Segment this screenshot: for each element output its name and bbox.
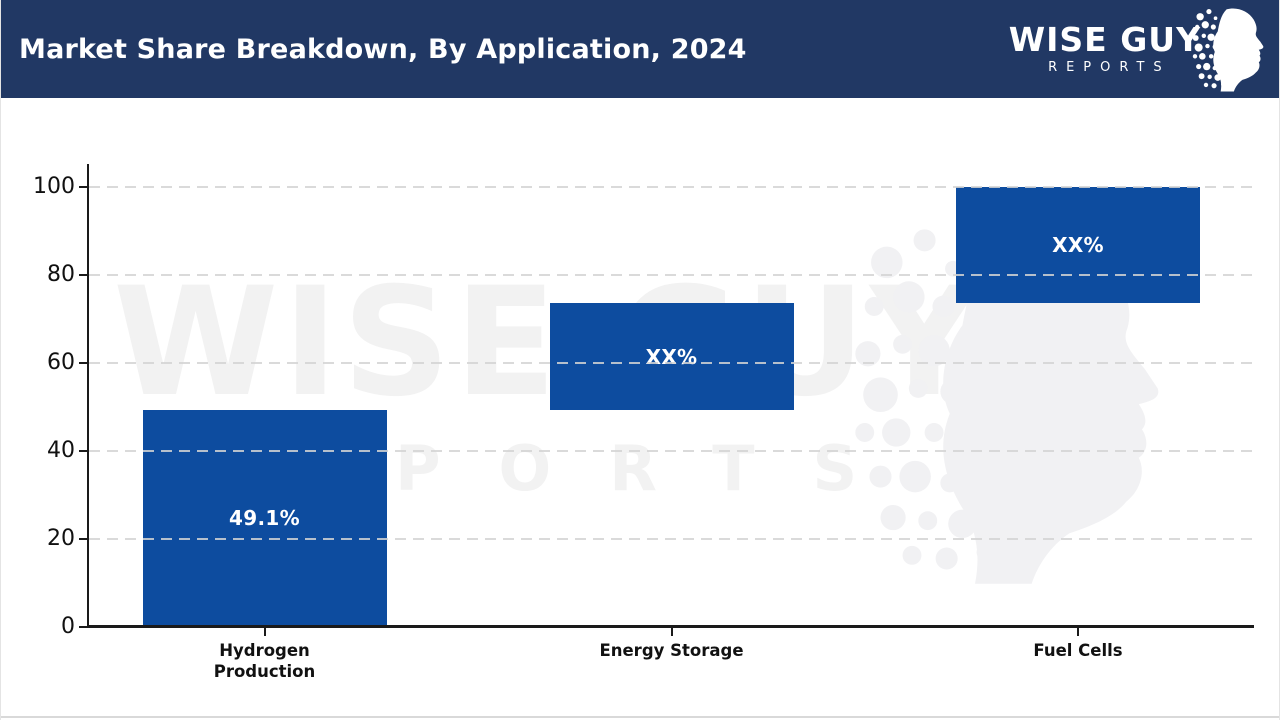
x-tick-label: Hydrogen Production (213, 641, 316, 681)
y-tick-label: 20 (47, 525, 75, 551)
x-tick-mark (670, 628, 673, 636)
y-tick-mark (79, 537, 87, 540)
logo-subtext: REPORTS (1048, 59, 1171, 75)
bar-fuel-cells: XX% (956, 186, 1200, 303)
y-tick-label: 100 (33, 173, 75, 199)
bar-value-label: XX% (1052, 232, 1104, 257)
logo-head-icon (1192, 8, 1264, 92)
bar-value-label: 49.1% (229, 506, 300, 531)
y-axis-line (87, 164, 89, 627)
y-tick-mark (79, 449, 87, 452)
x-tick-label: Energy Storage (599, 641, 744, 660)
y-tick-mark (79, 625, 87, 628)
gridline-60 (89, 361, 1253, 364)
y-tick-label: 60 (47, 349, 75, 375)
gridline-20 (89, 537, 1253, 540)
bar-energy-storage: XX% (549, 302, 794, 411)
y-tick-label: 40 (47, 437, 75, 463)
bar-hydrogen-production: 49.1% (142, 410, 387, 627)
bar-value-label: XX% (645, 344, 698, 369)
y-tick-label: 0 (61, 613, 75, 639)
y-tick-label: 80 (47, 261, 75, 287)
x-tick-label: Fuel Cells (1033, 641, 1123, 660)
y-tick-mark (79, 185, 87, 188)
x-axis-line (87, 625, 1254, 628)
chart-title: Market Share Breakdown, By Application, … (19, 33, 747, 65)
gridline-80 (89, 273, 1253, 276)
logo-text: WISE GUY REPORTS (1009, 23, 1201, 75)
gridline-100 (89, 185, 1253, 188)
gridline-40 (89, 449, 1253, 452)
y-tick-mark (79, 361, 87, 364)
footer-rule (1, 716, 1279, 718)
logo-wordmark: WISE GUY (1008, 20, 1201, 60)
y-tick-mark (79, 273, 87, 276)
wise-guy-reports-logo: WISE GUY REPORTS (1009, 5, 1267, 93)
watermark-wordmark: WISE GUY (113, 256, 983, 430)
header-bar: Market Share Breakdown, By Application, … (1, 0, 1279, 98)
x-tick-mark (263, 628, 266, 636)
x-tick-mark (1077, 628, 1079, 636)
